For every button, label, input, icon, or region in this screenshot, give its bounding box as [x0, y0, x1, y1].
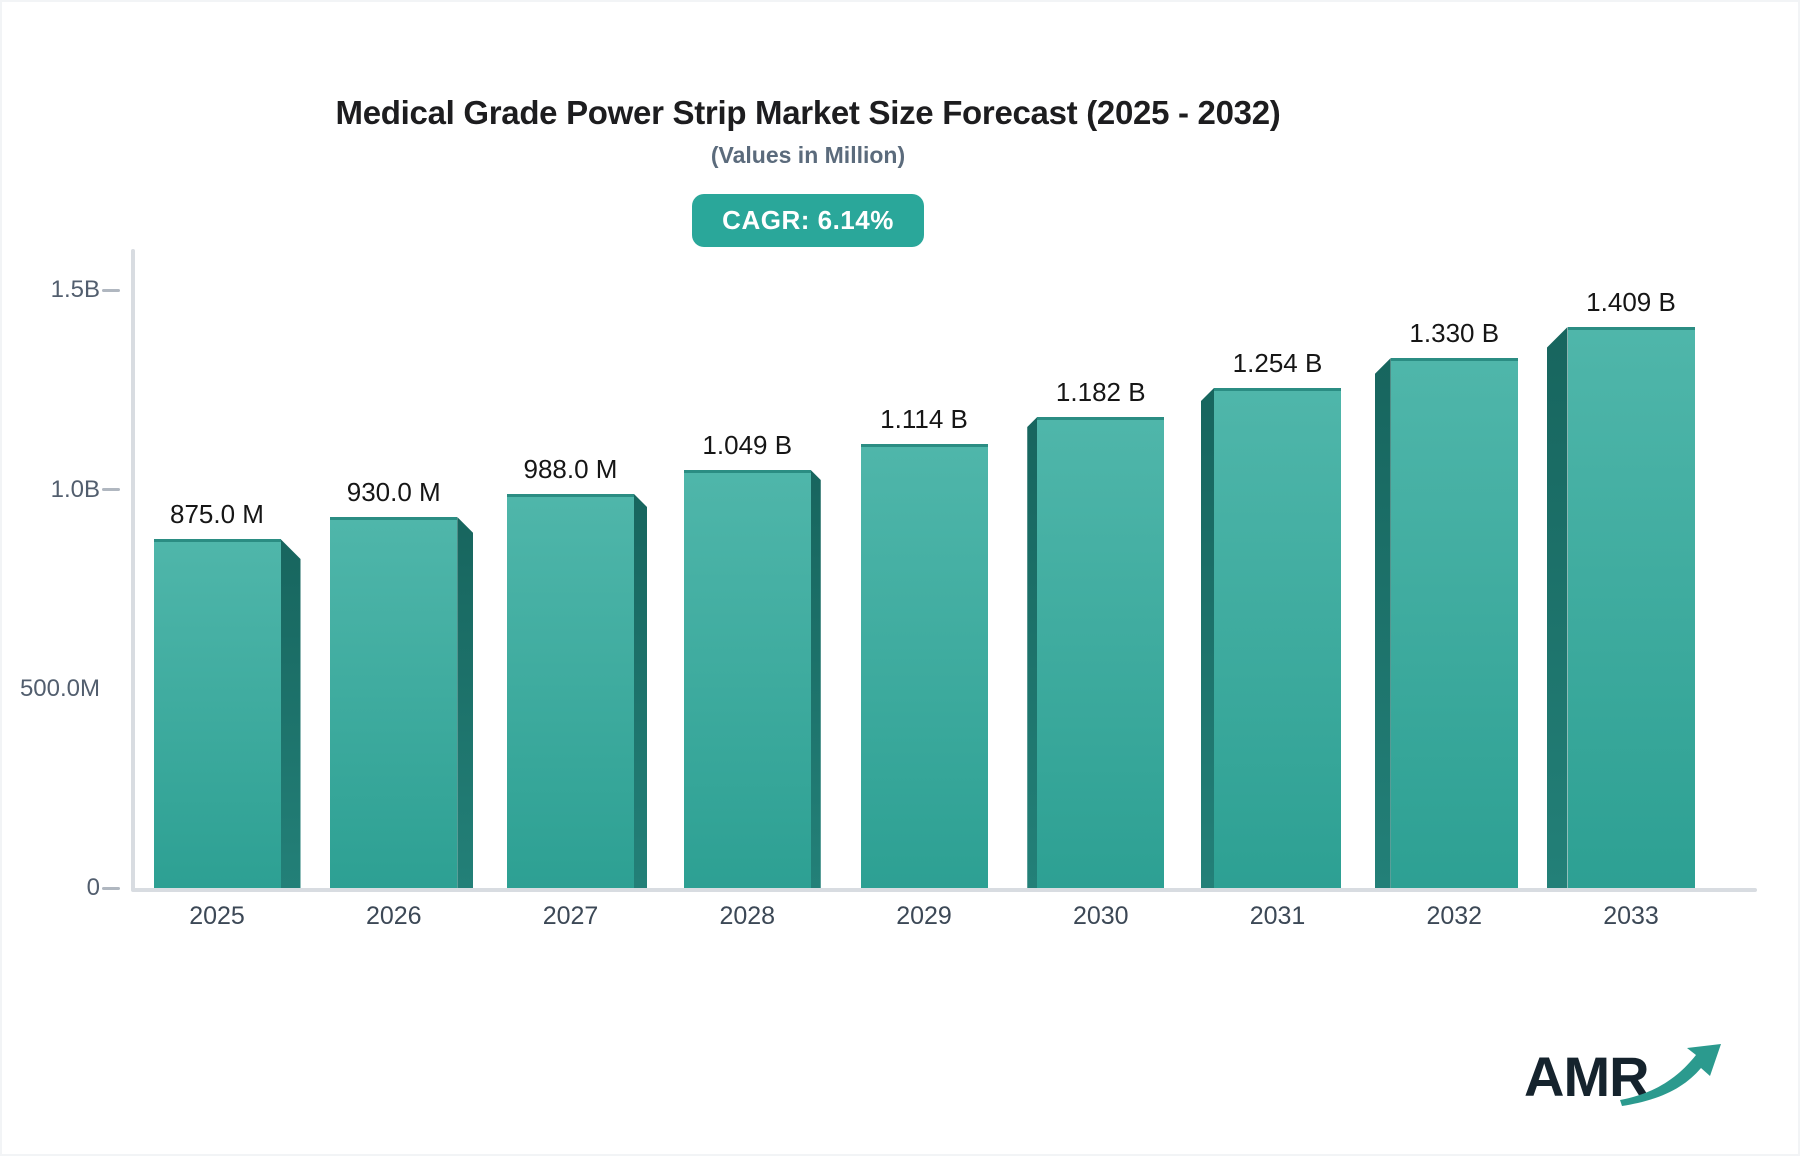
- bar-value-label: 988.0 M: [523, 454, 618, 484]
- bar-value-label: 1.254 B: [1232, 348, 1323, 378]
- amr-logo-graphic: AMR: [1524, 1044, 1721, 1108]
- bar-2027[interactable]: [507, 494, 634, 888]
- y-axis-tick-label: 500.0M: [19, 674, 100, 702]
- x-axis-label: 2026: [365, 902, 422, 930]
- bar-2032[interactable]: [1390, 358, 1518, 888]
- bar-3d-side: [1201, 388, 1214, 888]
- chart-title: Medical Grade Power Strip Market Size Fo…: [335, 94, 1281, 131]
- amr-logo-text: AMR: [1524, 1045, 1649, 1108]
- bar-2026[interactable]: [330, 517, 458, 888]
- x-axis-label: 2025: [189, 902, 245, 930]
- y-axis-line: [131, 249, 135, 891]
- bar-3d-side: [280, 539, 301, 888]
- x-axis-label: 2030: [1072, 902, 1129, 930]
- x-axis-label: 2027: [542, 902, 599, 930]
- amr-logo: AMR: [1522, 1038, 1752, 1122]
- x-axis-label: 2028: [719, 902, 776, 930]
- bar-2030[interactable]: [1037, 417, 1165, 888]
- y-axis-tick-label: 1.5B: [50, 276, 100, 304]
- y-axis-tick-label: 1.0B: [50, 475, 100, 503]
- cagr-badge: CAGR: 6.14%: [692, 194, 924, 247]
- x-axis-line: [131, 888, 1757, 892]
- y-axis-tick-mark: [102, 488, 120, 491]
- bar-3d-side: [810, 470, 821, 888]
- y-axis-tick-label: 0: [86, 874, 100, 901]
- bar-2029[interactable]: [860, 444, 988, 888]
- bar-value-label: 1.409 B: [1586, 287, 1676, 317]
- amr-logo-arrow-icon: [1620, 1044, 1721, 1106]
- bar-value-label: 1.049 B: [702, 430, 793, 460]
- bar-value-label: 930.0 M: [346, 477, 441, 507]
- chart-header: Medical Grade Power Strip Market Size Fo…: [2, 92, 1614, 247]
- bar-2033[interactable]: [1567, 327, 1695, 888]
- bar-value-label: 1.330 B: [1409, 318, 1500, 348]
- x-axis-label: 2031: [1249, 902, 1306, 930]
- bar-2025[interactable]: [153, 539, 281, 888]
- x-axis-label: 2032: [1426, 902, 1483, 930]
- bar-2031[interactable]: [1214, 388, 1341, 888]
- y-axis-tick-mark: [102, 886, 120, 890]
- x-axis-label: 2033: [1603, 902, 1659, 930]
- bar-3d-side: [1374, 358, 1391, 888]
- chart-subtitle: (Values in Million): [710, 142, 906, 168]
- bar-3d-side: [457, 517, 474, 888]
- bar-3d-side: [634, 494, 647, 888]
- bar-2028[interactable]: [683, 470, 811, 888]
- bar-3d-side: [1546, 327, 1568, 888]
- bar-3d-side: [1027, 417, 1038, 888]
- bar-value-label: 1.182 B: [1055, 377, 1146, 407]
- y-axis-tick-mark: [102, 288, 120, 292]
- bar-value-label: 875.0 M: [170, 499, 264, 529]
- x-axis-label: 2029: [896, 902, 952, 930]
- bar-value-label: 1.114 B: [880, 404, 968, 434]
